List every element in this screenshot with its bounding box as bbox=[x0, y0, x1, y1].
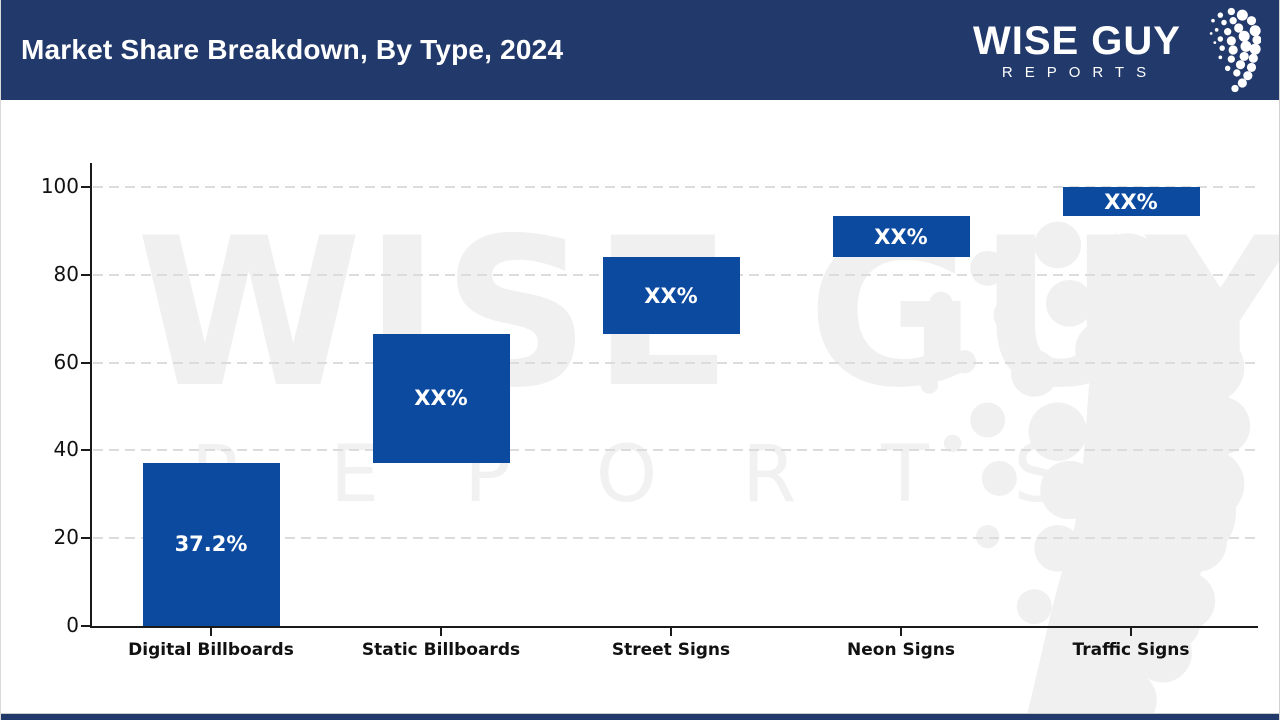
brand-logo-text: WISE GUY REPORTS bbox=[973, 21, 1181, 80]
bar-value-label: XX% bbox=[1104, 189, 1158, 214]
x-tick-label-1: Static Billboards bbox=[361, 640, 521, 660]
y-tick-label-80: 80 bbox=[53, 261, 79, 286]
bar-traffic-signs: XX% bbox=[1062, 187, 1200, 217]
watermark-head-icon bbox=[920, 221, 1251, 714]
brand-logo: WISE GUY REPORTS bbox=[973, 6, 1261, 94]
bar-digital-billboards: 37.2% bbox=[142, 462, 280, 626]
bar-value-label: XX% bbox=[874, 224, 928, 249]
y-tick-40 bbox=[81, 449, 91, 452]
header-band: Market Share Breakdown, By Type, 2024 WI… bbox=[1, 0, 1279, 100]
watermark-subtitle-text: R E P O R T S bbox=[191, 430, 1094, 520]
y-tick-label-100: 100 bbox=[40, 174, 79, 198]
y-tick-0 bbox=[81, 625, 91, 627]
gridline-40 bbox=[93, 449, 1258, 452]
x-tick-0 bbox=[210, 628, 212, 636]
x-tick-label-4: Traffic Signs bbox=[1072, 640, 1190, 660]
gridline-100 bbox=[93, 186, 1258, 188]
x-tick-3 bbox=[900, 628, 902, 636]
brand-subtitle: REPORTS bbox=[1001, 63, 1159, 81]
footer-band bbox=[1, 714, 1279, 720]
y-tick-60 bbox=[81, 361, 91, 364]
y-axis-spine bbox=[90, 163, 92, 627]
bar-value-label: XX% bbox=[414, 386, 468, 411]
x-tick-label-3: Neon Signs bbox=[847, 640, 955, 660]
brand-name: WISE GUY bbox=[972, 18, 1181, 63]
y-tick-20 bbox=[81, 537, 91, 540]
y-tick-100 bbox=[81, 186, 91, 188]
x-tick-4 bbox=[1130, 628, 1132, 636]
page-title: Market Share Breakdown, By Type, 2024 bbox=[21, 34, 564, 65]
x-tick-2 bbox=[670, 628, 672, 636]
x-axis-spine bbox=[90, 626, 1258, 628]
bar-neon-signs: XX% bbox=[832, 216, 970, 258]
bar-value-label: XX% bbox=[644, 283, 698, 308]
gridline-60 bbox=[93, 361, 1258, 364]
x-tick-1 bbox=[440, 628, 442, 636]
x-tick-label-2: Street Signs bbox=[611, 640, 731, 660]
y-tick-label-60: 60 bbox=[53, 349, 79, 374]
chart-canvas: WISE GUY R E P O R T S 0 20 40 60 80 100 37.2%… bbox=[1, 100, 1279, 714]
x-tick-label-0: Digital Billboards bbox=[128, 640, 294, 660]
y-tick-label-40: 40 bbox=[53, 437, 79, 462]
footer-divider bbox=[1, 713, 1279, 714]
head-dots-icon bbox=[1209, 7, 1261, 93]
y-tick-80 bbox=[81, 273, 91, 276]
bar-value-label: 37.2% bbox=[174, 532, 248, 557]
gridline-20 bbox=[93, 537, 1258, 540]
y-tick-label-20: 20 bbox=[53, 525, 79, 550]
bar-street-signs: XX% bbox=[602, 257, 740, 335]
y-tick-label-0: 0 bbox=[66, 613, 79, 637]
bar-static-billboards: XX% bbox=[372, 334, 510, 463]
